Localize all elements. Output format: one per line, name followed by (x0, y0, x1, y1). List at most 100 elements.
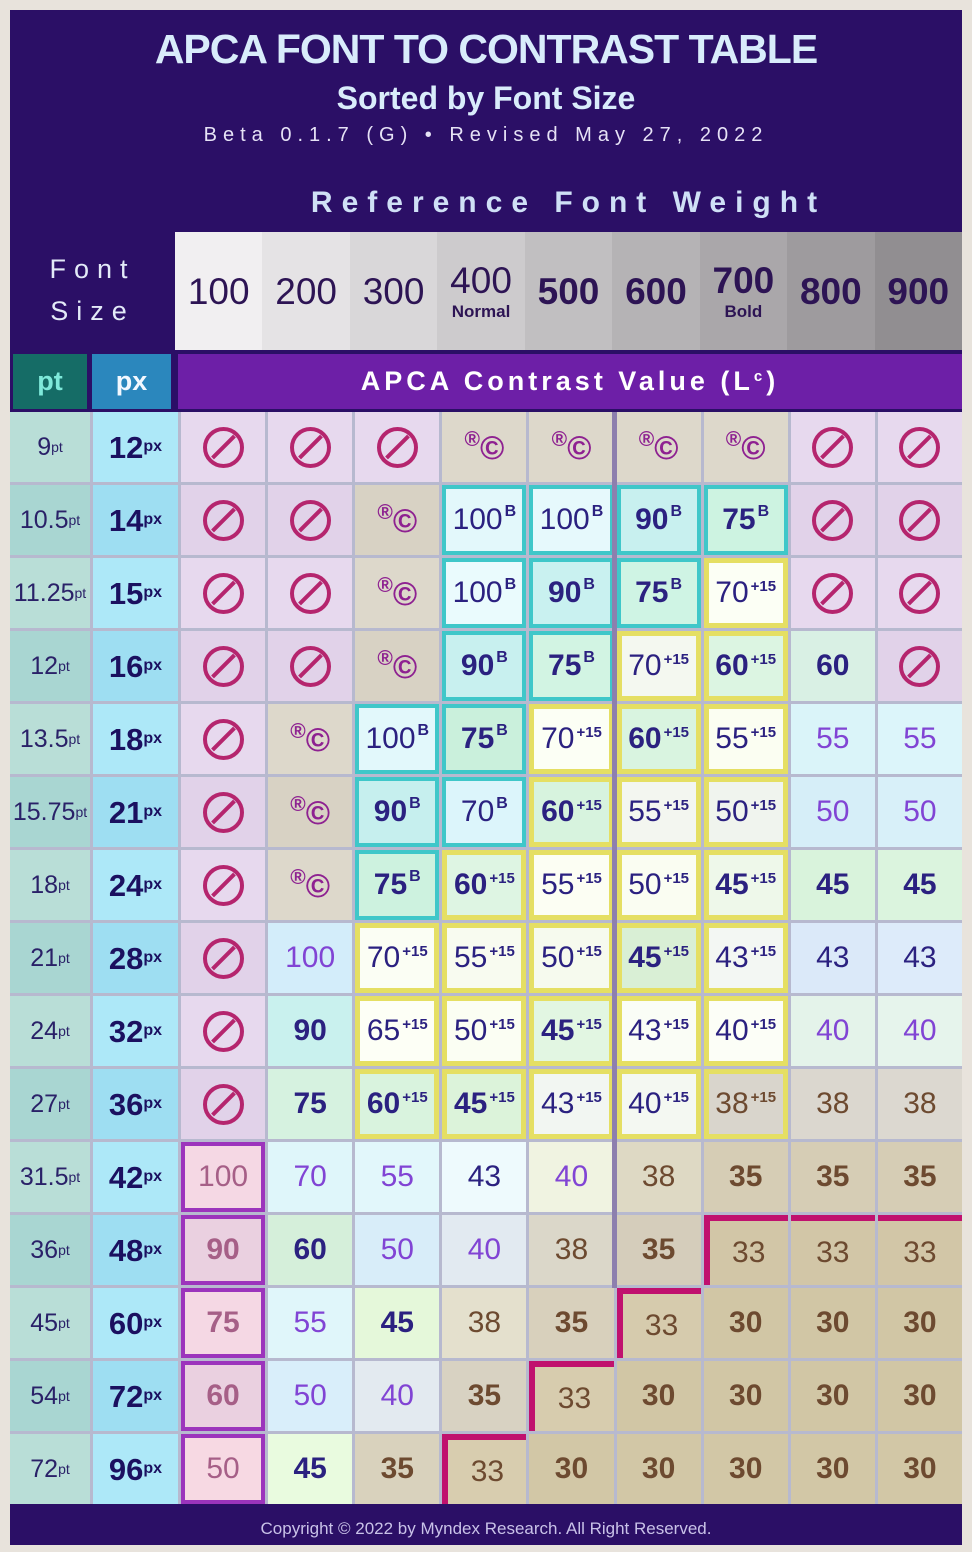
copyright-trademark-icon: ® © (725, 427, 766, 466)
contrast-value-cell: 30 (877, 1361, 962, 1431)
contrast-value: 30 (903, 1452, 937, 1485)
copyright-only-cell: ® © (268, 704, 353, 774)
contrast-value: 75 (460, 722, 495, 755)
copyright-trademark-icon: ® © (551, 427, 592, 466)
font-size-px-cell: 16 px (93, 631, 178, 701)
prohibited-icon (202, 645, 244, 687)
prohibited-cell (877, 558, 962, 628)
contrast-value-cell: 43 +15 (703, 923, 788, 993)
font-size-pt-cell: 24 pt (10, 996, 90, 1066)
prohibited-cell (181, 850, 266, 920)
contrast-value: 45 (816, 868, 850, 901)
contrast-value-cell: 45 +15 (703, 850, 788, 920)
copyright-trademark-icon: ® © (290, 719, 331, 758)
contrast-value-cell: 55 (268, 1288, 353, 1358)
contrast-value-cell: 70 (268, 1142, 353, 1212)
contrast-value-cell: 90 B (442, 631, 527, 701)
plus-15-marker: +15 (750, 650, 777, 668)
contrast-value: 55 (293, 1306, 327, 1339)
copyright-trademark-icon: ® © (377, 646, 418, 685)
contrast-value-cell: 100 (181, 1142, 266, 1212)
font-size-pt-cell: 12 pt (10, 631, 90, 701)
weight-swatch-900: 900 (874, 232, 962, 350)
contrast-value: 30 (816, 1379, 850, 1412)
contrast-value-cell: 35 (877, 1142, 962, 1212)
font-size-pt-cell: 10.5 pt (10, 485, 90, 555)
contrast-value-cell: 55 (877, 704, 962, 774)
font-size-px-cell: 60 px (93, 1288, 178, 1358)
plus-15-marker: +15 (489, 942, 515, 960)
apca-contrast-value-header: APCA Contrast Value (L c) (178, 354, 962, 409)
font-size-pt-cell: 15.75 pt (10, 777, 90, 847)
contrast-value-cell: 90 B (355, 777, 440, 847)
contrast-value-cell: 100 B (442, 558, 527, 628)
contrast-value: 43 (816, 941, 850, 974)
contrast-value: 55 (903, 722, 937, 755)
contrast-value-cell: 33 (529, 1361, 614, 1431)
prohibited-cell (790, 485, 875, 555)
weight-sublabel: Bold (724, 302, 763, 321)
contrast-value-cell: 90 B (616, 485, 701, 555)
contrast-value: 30 (641, 1379, 676, 1412)
contrast-value-cell: 45 (268, 1434, 353, 1504)
prohibited-cell (877, 485, 962, 555)
font-size-pt-cell: 13.5 pt (10, 704, 90, 774)
font-size-pt-cell: 36 pt (10, 1215, 90, 1285)
contrast-value: 35 (641, 1233, 676, 1266)
contrast-value: 70 (366, 941, 401, 974)
body-text-marker: B (504, 576, 517, 593)
body-text-marker: B (670, 503, 683, 520)
prohibited-cell (268, 631, 353, 701)
contrast-value-cell: 43 (790, 923, 875, 993)
prohibited-cell (181, 558, 266, 628)
contrast-value: 38 (554, 1233, 589, 1266)
contrast-value: 100 (198, 1160, 249, 1193)
contrast-value-cell: 90 (268, 996, 353, 1066)
plus-15-marker: +15 (663, 650, 690, 668)
prohibited-cell (877, 412, 962, 482)
contrast-value-cell: 35 (442, 1361, 527, 1431)
contrast-value: 50 (628, 868, 662, 901)
prohibited-cell (181, 777, 266, 847)
contrast-value: 55 (816, 722, 850, 755)
contrast-value: 35 (467, 1379, 502, 1412)
copyright-only-cell: ® © (355, 558, 440, 628)
contrast-value: 40 (380, 1379, 414, 1412)
prohibited-icon (899, 572, 941, 614)
contrast-value-cell: 65 +15 (355, 996, 440, 1066)
contrast-value: 43 (715, 941, 749, 974)
plus-15-marker: +15 (489, 1015, 515, 1033)
font-size-pt-cell: 45 pt (10, 1288, 90, 1358)
contrast-value-cell: 70 +15 (529, 704, 614, 774)
body-text-marker: B (670, 576, 683, 593)
prohibited-icon (202, 1010, 244, 1052)
contrast-value: 90 (460, 649, 495, 682)
font-size-px-cell: 18 px (93, 704, 178, 774)
contrast-value: 30 (903, 1379, 937, 1412)
body-text-marker: B (496, 649, 508, 666)
contrast-value: 30 (816, 1452, 850, 1485)
plus-15-marker: +15 (750, 577, 777, 595)
contrast-value: 43 (903, 941, 937, 974)
contrast-value-cell: 33 (616, 1288, 701, 1358)
font-size-px-cell: 48 px (93, 1215, 178, 1285)
weight-sublabel: Normal (451, 302, 511, 321)
prohibited-icon (812, 572, 854, 614)
body-text-marker: B (496, 722, 508, 739)
contrast-value-cell: 38 (442, 1288, 527, 1358)
contrast-value: 33 (732, 1236, 766, 1269)
contrast-value-cell: 40 (529, 1142, 614, 1212)
contrast-value-cell: 43 (442, 1142, 527, 1212)
contrast-value: 90 (373, 795, 408, 828)
copyright-footer: Copyright © 2022 by Myndex Research. All… (260, 1519, 712, 1538)
plus-15-marker: +15 (489, 869, 515, 887)
contrast-value-cell: 60 (790, 631, 875, 701)
plus-15-marker: +15 (750, 1015, 777, 1033)
prohibited-icon (899, 499, 941, 541)
plus-15-marker: +15 (402, 1015, 428, 1033)
contrast-value-cell: 45 (790, 850, 875, 920)
contrast-value-cell: 43 +15 (529, 1069, 614, 1139)
contrast-value-cell: 38 (877, 1069, 962, 1139)
contrast-value-cell: 35 (616, 1215, 701, 1285)
contrast-value-cell: 50 (181, 1434, 266, 1504)
